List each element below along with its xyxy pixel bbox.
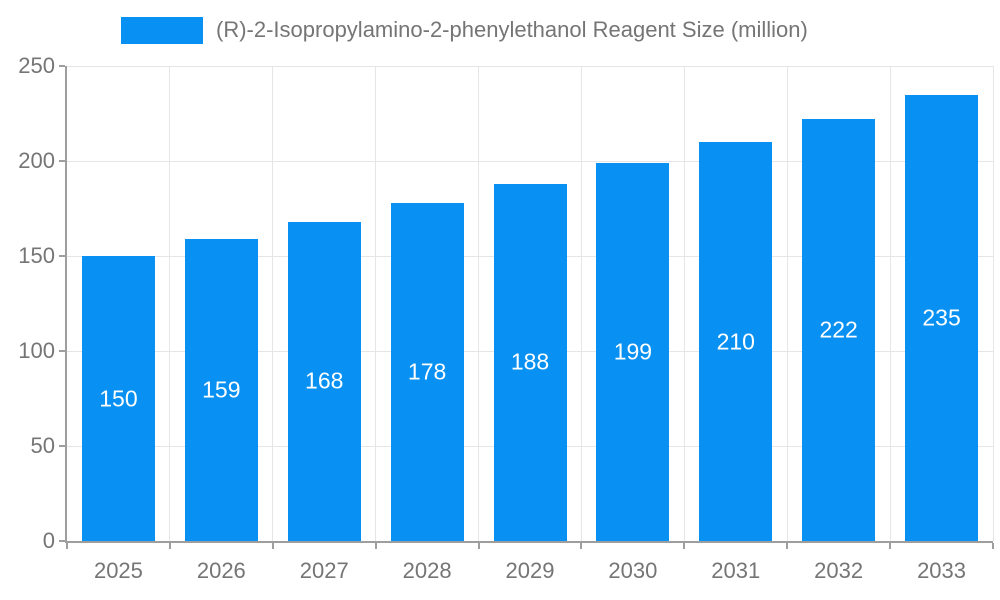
bar-value-label: 159 [202,376,241,403]
gridline-vertical [375,66,377,541]
bar-value-label: 199 [613,338,653,365]
y-axis-tick [59,255,65,257]
y-axis-tick [59,445,65,447]
gridline-vertical [992,66,994,541]
legend: (R)-2-Isopropylamino-2-phenylethanol Rea… [121,15,808,45]
bar-value-label: 235 [922,304,961,331]
bar-value-label: 168 [305,367,344,394]
bar-value-label: 150 [99,385,138,411]
gridline-vertical [478,66,480,541]
bar: 210 [699,142,773,541]
bar-value-label: 178 [407,358,447,385]
gridline-horizontal [67,160,993,162]
y-tick-label: 200 [18,148,55,173]
x-axis-tick [66,543,68,549]
y-tick-label: 100 [18,338,55,363]
gridline-vertical [169,66,171,541]
x-axis-tick [786,543,789,549]
bar: 235 [905,94,979,541]
x-tick-label: 2030 [608,558,658,583]
y-tick-label: 50 [30,433,55,458]
bar: 159 [184,238,258,541]
y-axis-tick [59,160,65,162]
y-tick-label: 250 [18,53,55,78]
legend-swatch [121,16,203,44]
bar: 168 [287,221,361,541]
y-tick-label: 150 [18,243,55,268]
bar-value-label: 222 [819,316,858,343]
x-tick-label: 2031 [711,558,761,583]
x-tick-label: 2032 [814,558,864,583]
x-axis-tick [271,543,274,549]
x-axis-line [65,541,993,543]
gridline-vertical [272,66,274,541]
bar: 178 [390,202,464,541]
x-axis-tick [477,543,480,549]
x-axis-tick [683,543,686,549]
x-tick-label: 2029 [505,558,555,583]
gridline-vertical [786,66,788,541]
x-axis-tick [580,543,583,549]
x-tick-label: 2025 [93,558,143,583]
x-axis-tick [168,543,171,549]
y-axis-tick [59,65,65,67]
gridline-vertical [889,66,891,541]
y-axis-tick [59,540,65,542]
bar: 188 [493,183,567,541]
y-axis-tick [59,350,65,352]
gridline-horizontal [67,65,993,67]
bar: 222 [802,119,876,541]
gridline-vertical [683,66,685,541]
chart-title: (R)-2-Isopropylamino-2-phenylethanol Rea… [216,17,808,42]
y-tick-label: 0 [42,528,55,553]
bar: 199 [596,162,670,541]
x-tick-label: 2033 [917,558,967,583]
y-axis-line [65,66,67,541]
bar-value-label: 188 [510,348,550,375]
x-tick-label: 2027 [299,558,349,583]
x-axis-tick [889,543,892,549]
x-tick-label: 2026 [196,558,246,583]
gridline-vertical [580,66,582,541]
x-axis-tick [992,543,994,549]
plot-area: 0 50 100 150 200 250 2025 2026 2027 2028 2029 2030 2… [18,53,994,583]
x-axis-tick [374,543,377,549]
x-tick-label: 2028 [402,558,452,583]
bar: 150 [81,256,155,541]
bar-value-label: 210 [716,328,755,354]
